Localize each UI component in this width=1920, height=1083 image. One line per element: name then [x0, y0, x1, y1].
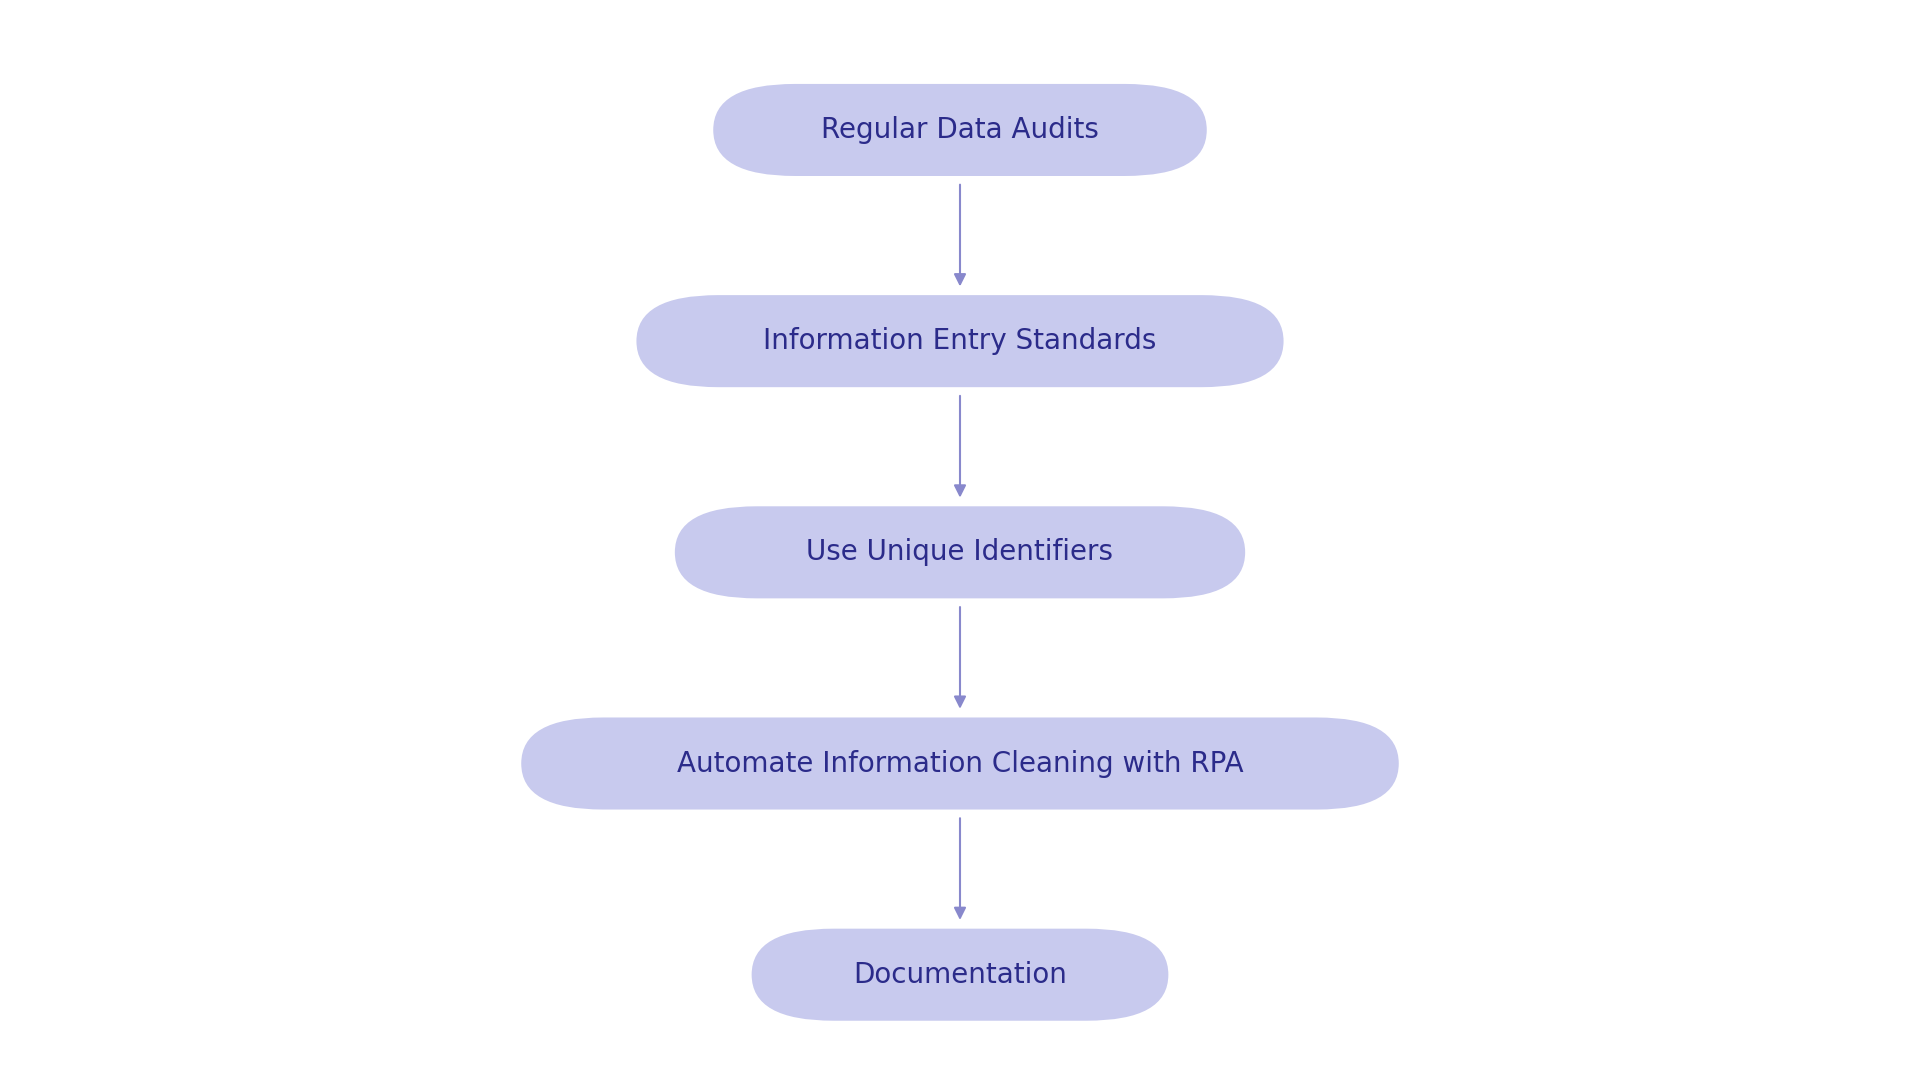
FancyBboxPatch shape: [751, 928, 1169, 1020]
Text: Use Unique Identifiers: Use Unique Identifiers: [806, 538, 1114, 566]
FancyBboxPatch shape: [712, 84, 1208, 175]
FancyBboxPatch shape: [674, 507, 1246, 598]
Text: Information Entry Standards: Information Entry Standards: [764, 327, 1156, 355]
Text: Regular Data Audits: Regular Data Audits: [822, 116, 1098, 144]
FancyBboxPatch shape: [636, 295, 1284, 387]
Text: Automate Information Cleaning with RPA: Automate Information Cleaning with RPA: [676, 749, 1244, 778]
FancyBboxPatch shape: [520, 717, 1400, 810]
Text: Documentation: Documentation: [852, 961, 1068, 989]
